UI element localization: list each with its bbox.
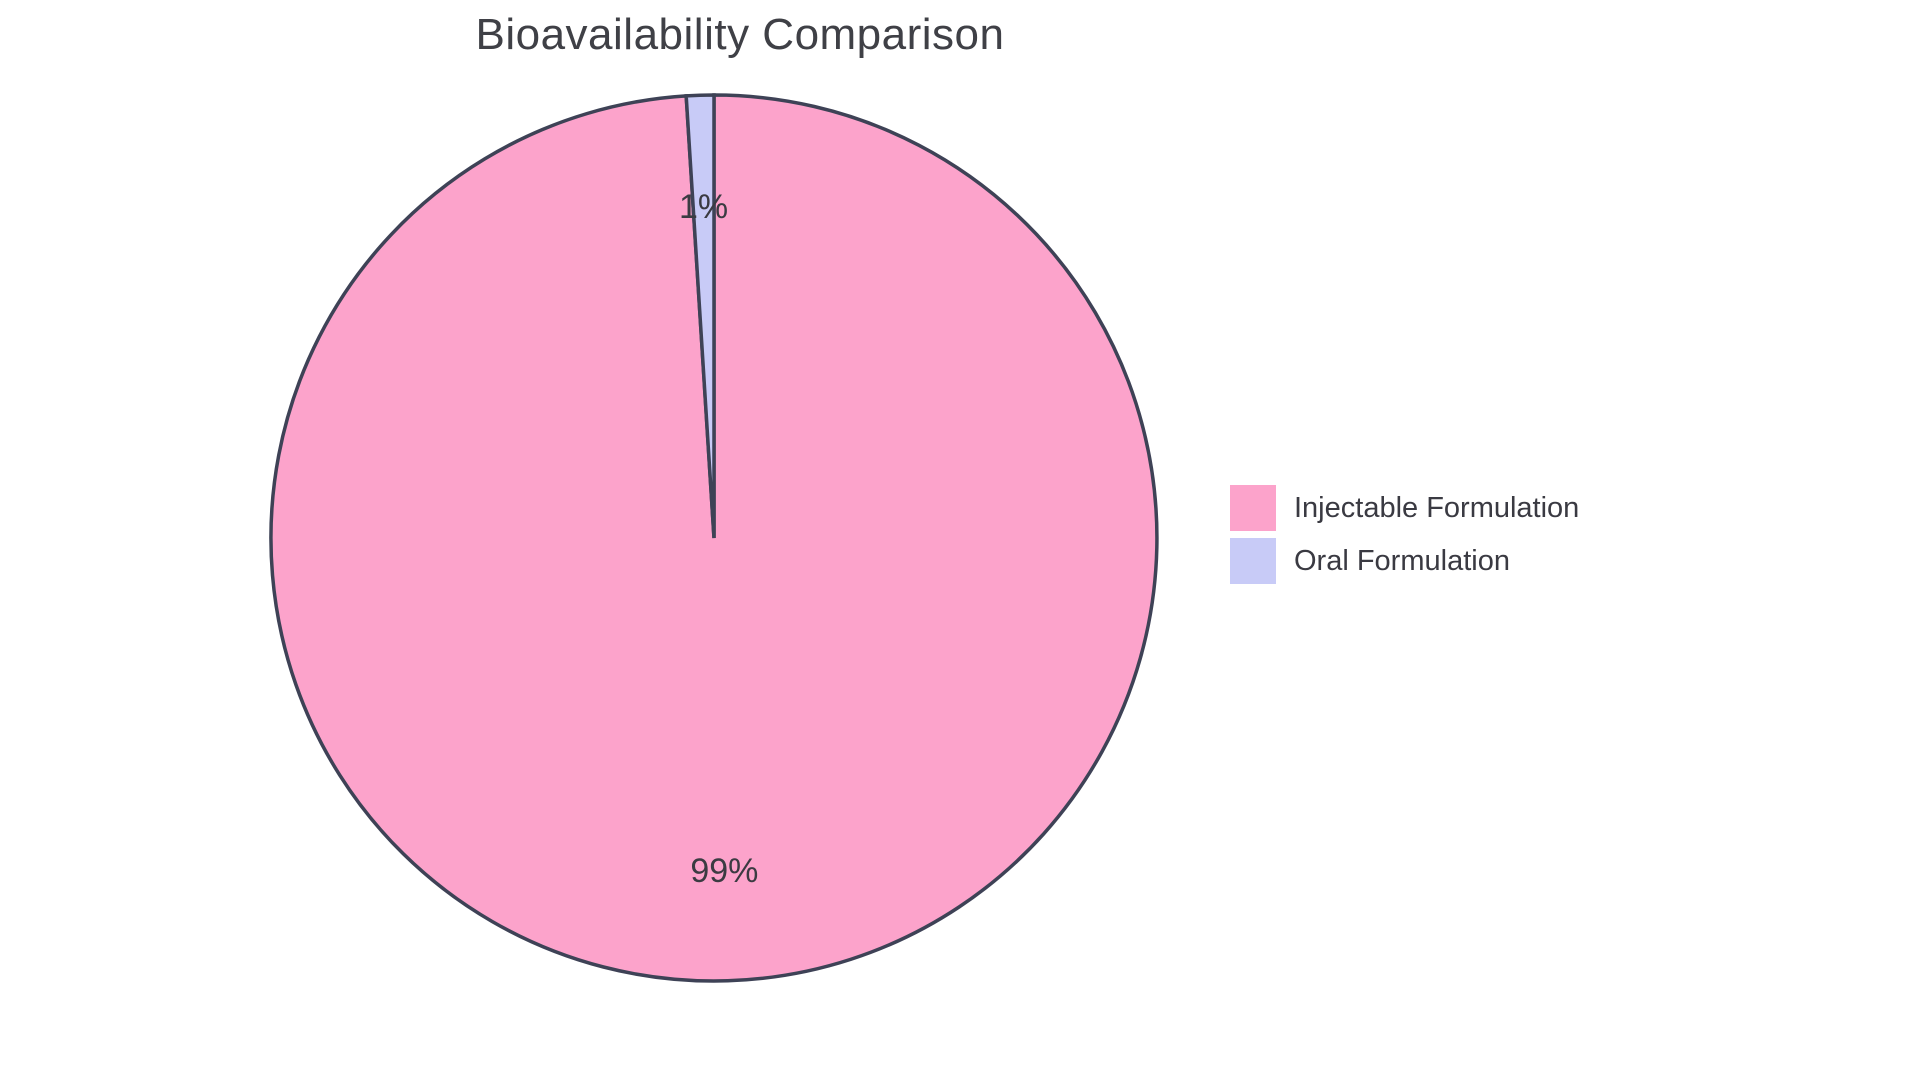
legend-item-oral[interactable]: Oral Formulation [1230,538,1579,584]
legend-swatch-oral [1230,538,1276,584]
pie-slice-oral[interactable] [684,93,716,539]
legend-swatch-injectable [1230,485,1276,531]
legend-label-injectable: Injectable Formulation [1294,491,1580,524]
pie-value-label-injectable: 99% [690,852,758,890]
pie-value-label-oral: 1% [679,188,728,226]
legend-item-injectable[interactable]: Injectable Formulation [1230,485,1579,531]
chart-title: Bioavailability Comparison [475,10,1005,59]
legend: Injectable Formulation Oral Formulation [1230,485,1579,584]
legend-label-oral: Oral Formulation [1294,544,1510,577]
